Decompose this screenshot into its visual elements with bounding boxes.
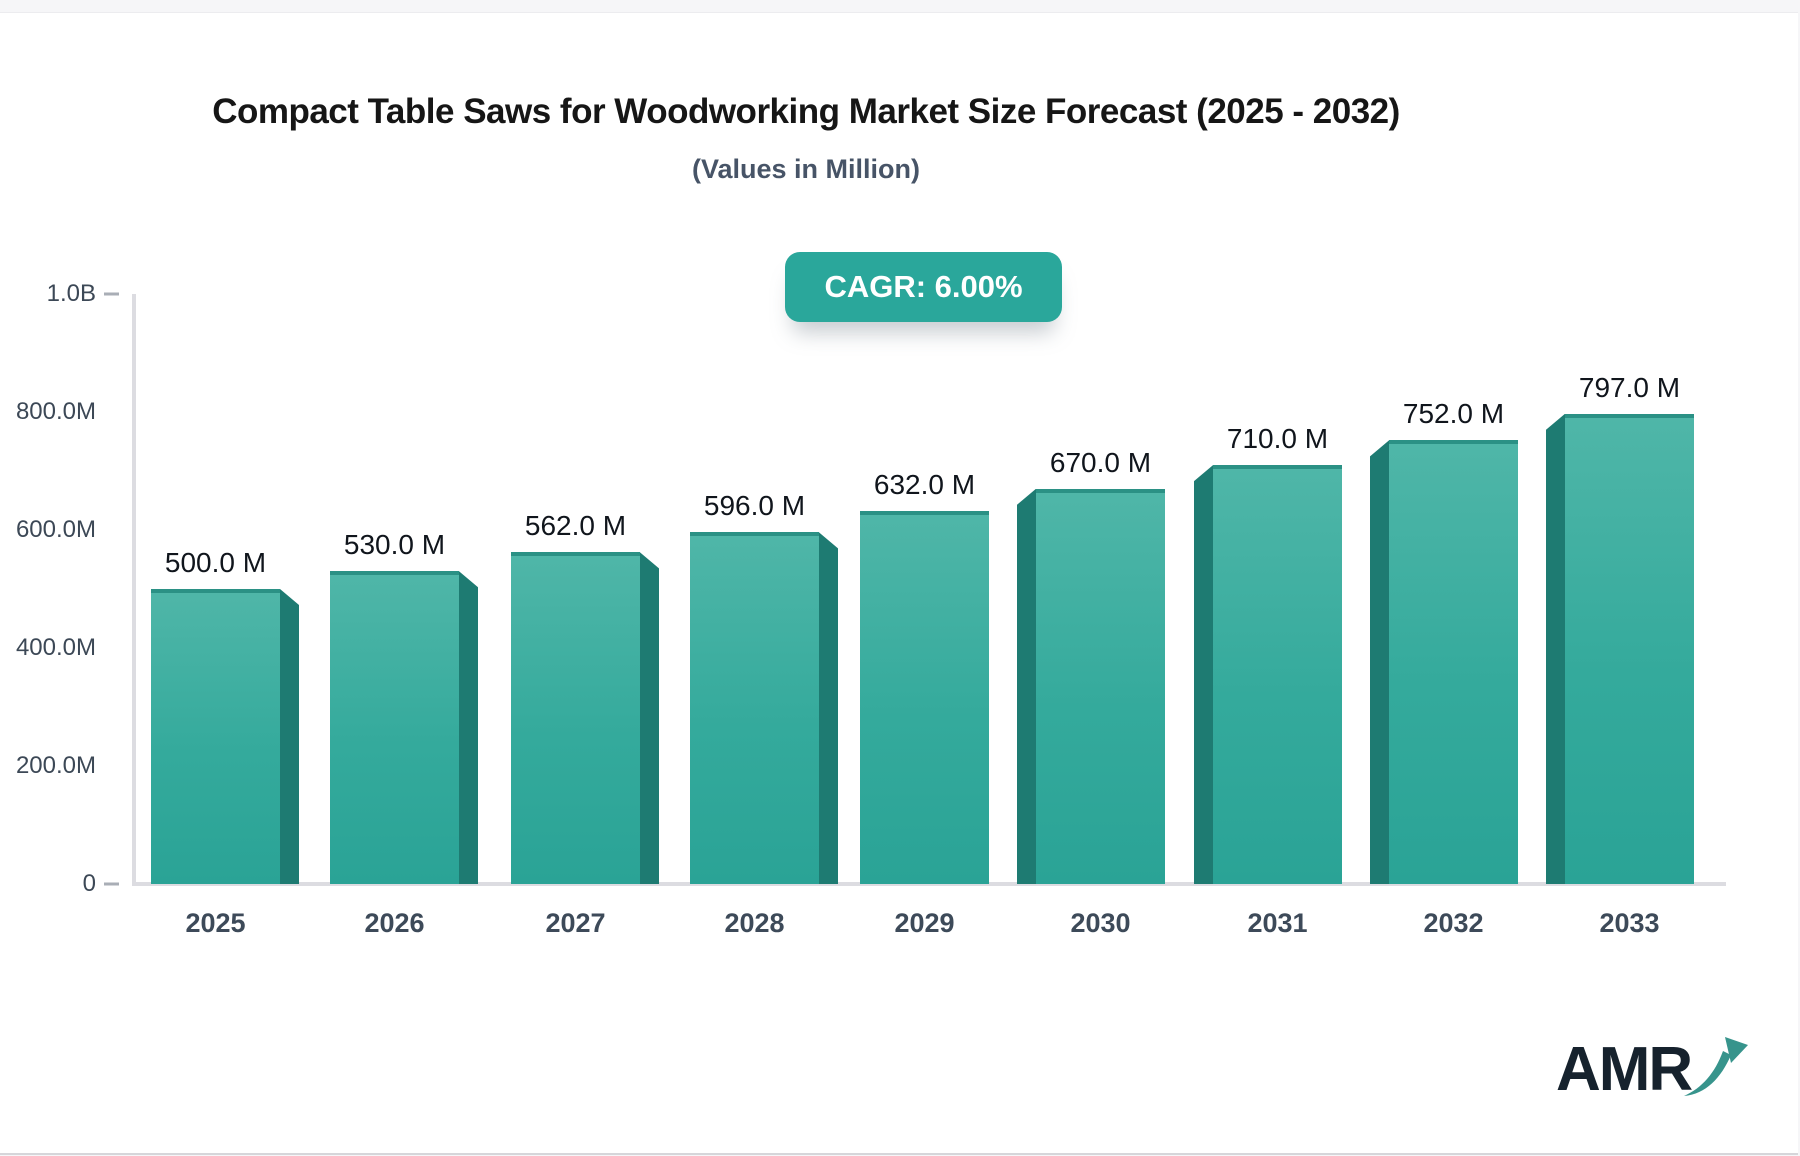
bar-face[interactable]	[151, 589, 280, 884]
bar-face[interactable]	[860, 511, 989, 884]
title-block: Compact Table Saws for Woodworking Marke…	[0, 92, 1612, 185]
cagr-badge-label: CAGR: 6.00%	[824, 269, 1023, 304]
bar-value-label: 752.0 M	[1402, 398, 1505, 430]
bar-3d-side	[1546, 413, 1565, 884]
bar-2025[interactable]	[151, 589, 299, 884]
bar-face[interactable]	[690, 532, 819, 884]
x-tick-label: 2028	[724, 908, 785, 938]
bar-2030[interactable]	[1017, 488, 1165, 884]
y-tick-label: 800.0M	[15, 398, 96, 425]
bar-value-label: 632.0 M	[873, 469, 976, 501]
bar-2026[interactable]	[330, 571, 478, 884]
bar-value-label: 530.0 M	[343, 529, 446, 561]
bar-face[interactable]	[511, 552, 640, 884]
y-tick-label: 200.0M	[15, 752, 96, 779]
x-tick-label: 2033	[1599, 908, 1660, 938]
bar-value-label: 797.0 M	[1578, 371, 1681, 403]
y-axis-line	[132, 294, 136, 884]
bar-value-label: 710.0 M	[1226, 423, 1329, 455]
x-axis-baseline	[132, 882, 1726, 886]
bar-2031[interactable]	[1194, 465, 1342, 884]
bar-2027[interactable]	[511, 552, 659, 884]
x-tick-label: 2030	[1070, 908, 1131, 938]
bar-value-label: 500.0 M	[164, 547, 267, 578]
x-tick-label: 2025	[185, 908, 246, 938]
y-tick-label: 600.0M	[15, 516, 96, 543]
x-tick-label: 2031	[1247, 908, 1308, 938]
bar-3d-side	[640, 552, 659, 884]
bar-value-label: 596.0 M	[703, 490, 806, 522]
bar-value-label: 562.0 M	[524, 510, 627, 542]
y-tick-label: 0	[82, 870, 96, 897]
y-tick-mark	[104, 292, 119, 296]
bar-2029[interactable]	[860, 511, 989, 884]
bar-face[interactable]	[1389, 440, 1518, 884]
amr-logo-text: AMR	[1556, 1035, 1693, 1104]
bar-3d-side	[1194, 465, 1213, 884]
y-tick-label: 400.0M	[15, 634, 96, 661]
bar-face[interactable]	[1036, 488, 1165, 884]
bar-2028[interactable]	[690, 532, 838, 884]
growth-arrow-icon	[1684, 1036, 1749, 1096]
bar-face[interactable]	[1213, 465, 1342, 884]
bar-2032[interactable]	[1370, 440, 1518, 884]
y-tick-label: 1.0B	[46, 280, 96, 307]
x-tick-label: 2026	[364, 908, 425, 938]
cagr-badge: CAGR: 6.00%	[785, 252, 1062, 322]
bar-face[interactable]	[330, 571, 459, 884]
bar-3d-side	[280, 589, 299, 884]
chart-subtitle: (Values in Million)	[691, 154, 921, 184]
x-tick-label: 2027	[545, 908, 606, 938]
x-tick-label: 2032	[1423, 908, 1484, 938]
bar-3d-side	[819, 532, 838, 884]
bar-3d-side	[459, 571, 478, 884]
amr-logo: AMR	[1556, 1034, 1749, 1105]
bar-3d-side	[1370, 440, 1389, 884]
y-tick-mark	[104, 882, 119, 886]
bar-value-label: 670.0 M	[1049, 446, 1152, 478]
x-tick-label: 2029	[894, 908, 955, 938]
bar-face[interactable]	[1565, 413, 1694, 884]
bar-2033[interactable]	[1546, 413, 1694, 884]
chart-title: Compact Table Saws for Woodworking Marke…	[212, 92, 1400, 131]
bar-3d-side	[1017, 488, 1036, 884]
